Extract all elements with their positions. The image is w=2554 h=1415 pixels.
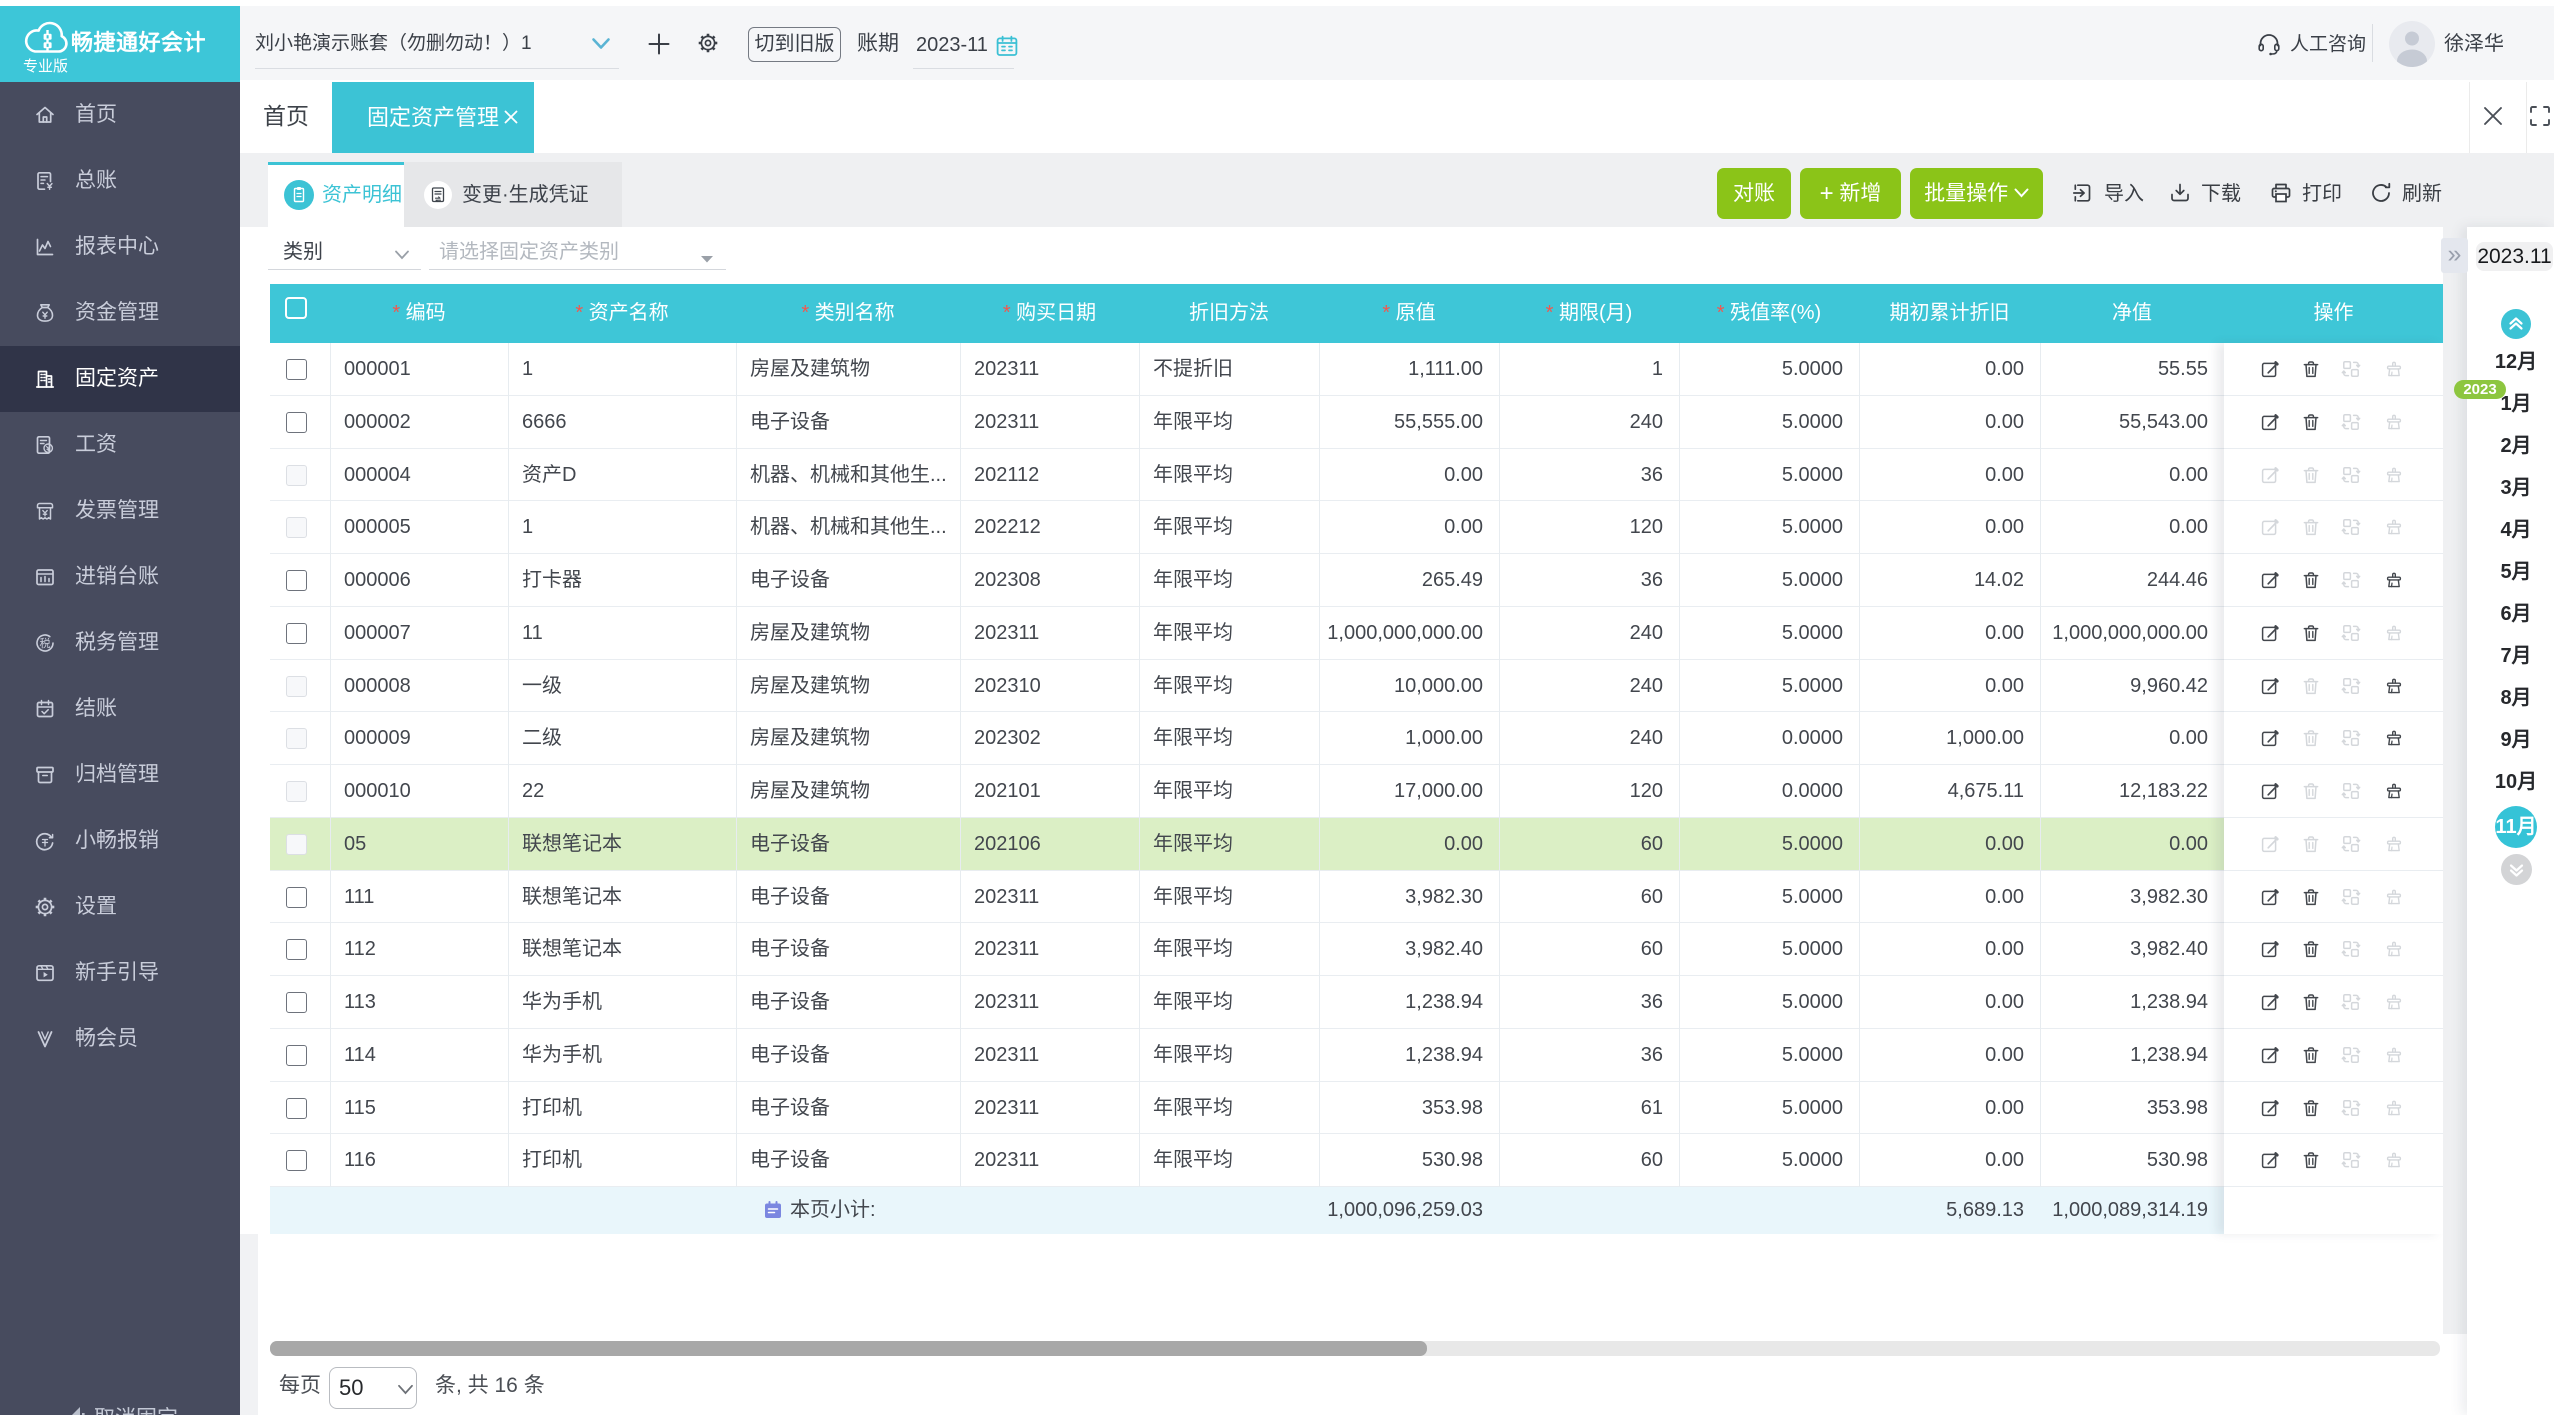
svg-text:税: 税 [40, 636, 51, 650]
